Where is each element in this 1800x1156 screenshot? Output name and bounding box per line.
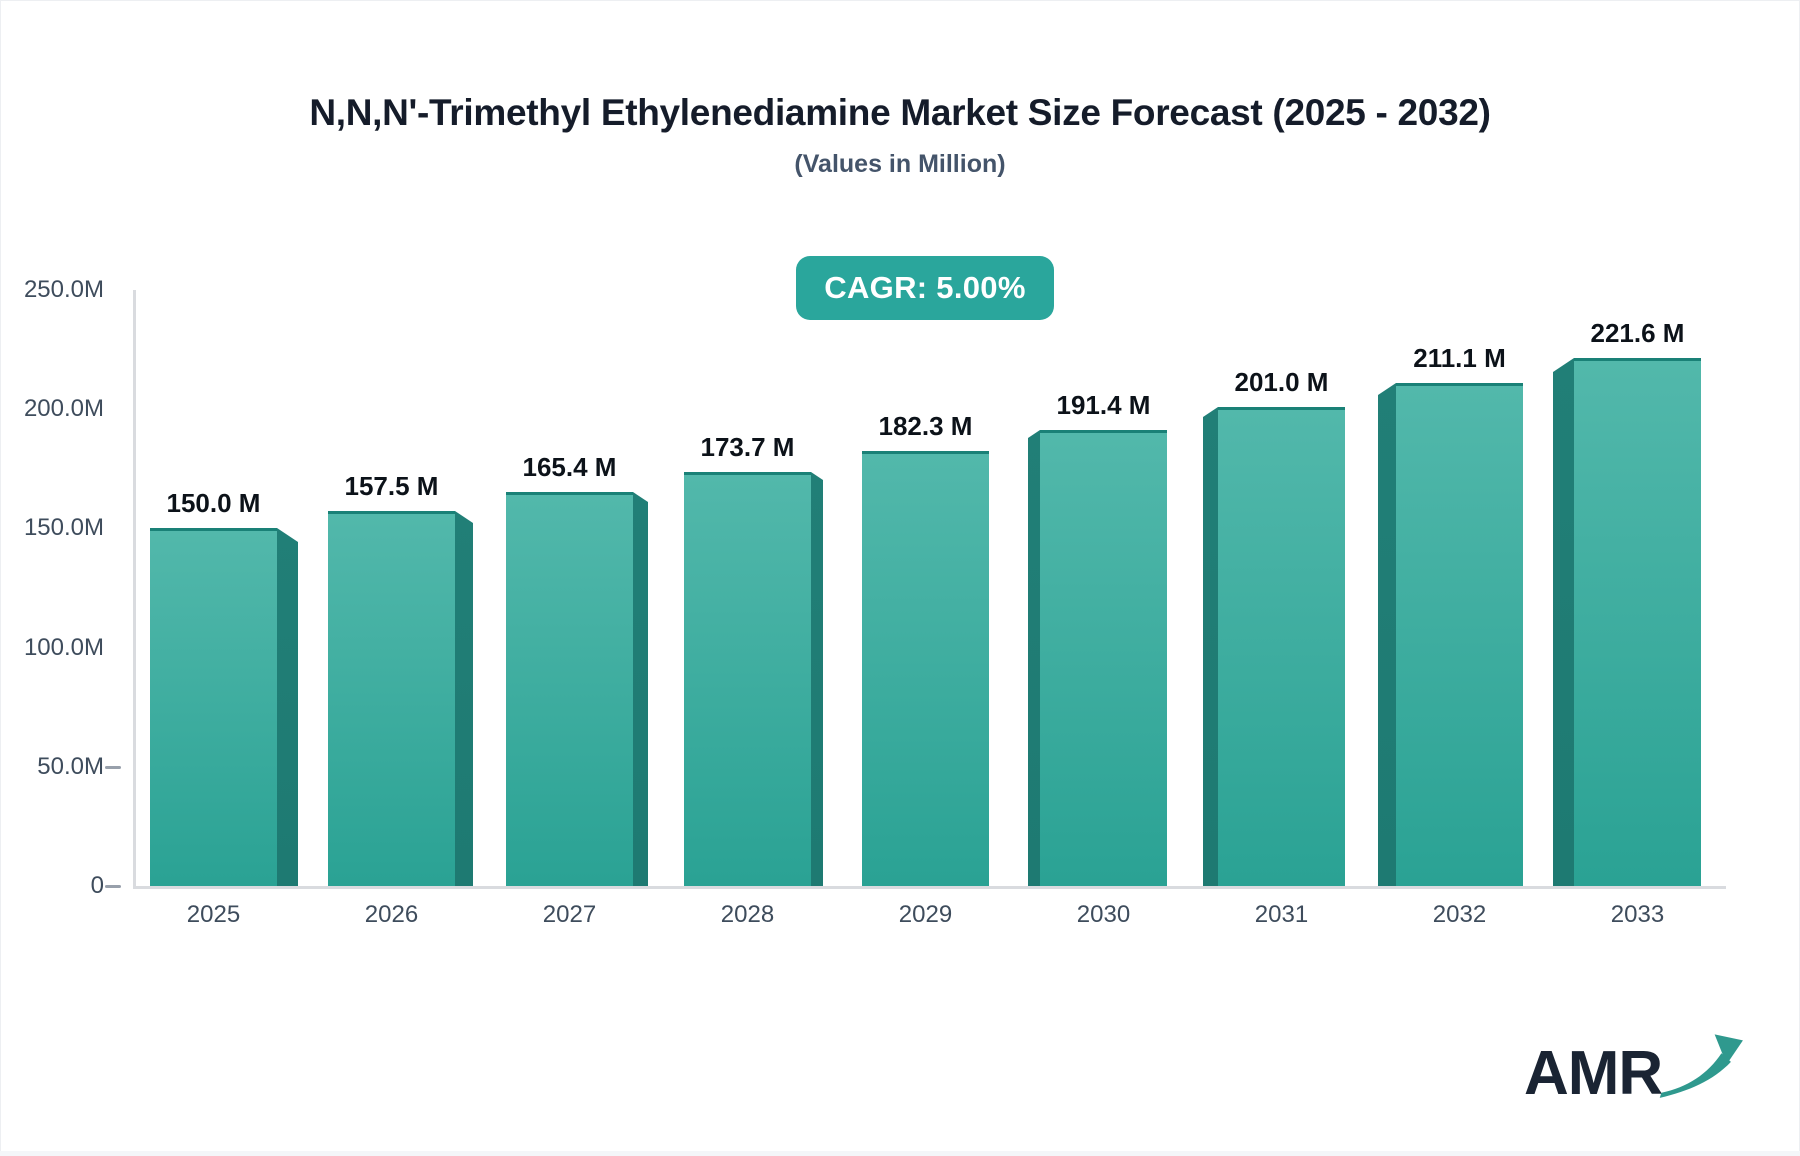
bar-side-face — [1203, 407, 1218, 886]
amr-logo-text: AMR — [1524, 1039, 1663, 1108]
bar-2025[interactable] — [150, 528, 277, 886]
bar-value-label: 182.3 M — [878, 411, 973, 441]
y-axis-label: 150.0M — [23, 514, 104, 542]
y-axis-label: 0 — [90, 872, 104, 899]
y-axis-label: 200.0M — [23, 395, 104, 423]
bar-2028[interactable] — [684, 472, 811, 886]
x-axis-label-2026: 2026 — [364, 901, 419, 928]
x-axis-label-2027: 2027 — [542, 901, 597, 928]
x-axis-label-2030: 2030 — [1076, 901, 1131, 928]
y-axis-line — [133, 290, 136, 886]
bar-2029[interactable] — [862, 451, 989, 886]
y-axis-label: 50.0M — [37, 752, 104, 780]
bar-2033[interactable] — [1574, 358, 1701, 886]
cagr-badge-label: CAGR: 5.00% — [824, 270, 1026, 305]
cagr-badge: CAGR: 5.00% — [796, 256, 1054, 320]
bar-value-label: 221.6 M — [1590, 318, 1685, 348]
bottom-edge — [0, 1151, 1800, 1156]
x-axis-label-2029: 2029 — [898, 901, 953, 928]
bar-side-face — [633, 492, 648, 886]
bar-value-label: 157.5 M — [344, 471, 439, 501]
bar-side-face — [1378, 383, 1396, 886]
chart-title: N,N,N'-Trimethyl Ethylenediamine Market … — [309, 92, 1491, 133]
y-axis-tick — [105, 765, 121, 769]
bar-value-label: 191.4 M — [1056, 390, 1151, 420]
bar-value-label: 165.4 M — [522, 452, 617, 482]
bar-value-label: 201.0 M — [1234, 367, 1329, 397]
bar-value-label: 173.7 M — [700, 432, 795, 462]
x-axis-label-2025: 2025 — [186, 901, 241, 928]
bar-side-face — [811, 472, 823, 886]
x-axis-label-2033: 2033 — [1610, 901, 1665, 928]
bar-2032[interactable] — [1396, 383, 1523, 886]
chart-subtitle: (Values in Million) — [794, 150, 1006, 178]
x-axis-label-2028: 2028 — [720, 901, 775, 928]
growth-arrow-icon — [1659, 1034, 1744, 1098]
x-axis-label-2031: 2031 — [1254, 901, 1309, 928]
bar-side-face — [277, 528, 298, 886]
amr-logo: AMR — [1524, 1026, 1744, 1122]
y-axis-label: 100.0M — [23, 633, 104, 661]
bar-2030[interactable] — [1040, 430, 1167, 886]
bar-value-label: 211.1 M — [1413, 343, 1506, 373]
bar-2031[interactable] — [1218, 407, 1345, 886]
bar-2026[interactable] — [328, 511, 455, 886]
y-axis-tick — [105, 885, 121, 888]
bar-2027[interactable] — [506, 492, 633, 886]
bar-value-label: 150.0 M — [166, 488, 261, 518]
x-axis-line — [133, 886, 1726, 889]
bar-side-face — [1028, 430, 1040, 886]
x-axis-label-2032: 2032 — [1432, 901, 1487, 928]
y-axis-label: 250.0M — [23, 276, 104, 303]
bar-side-face — [455, 511, 473, 886]
bar-side-face — [1553, 358, 1574, 886]
